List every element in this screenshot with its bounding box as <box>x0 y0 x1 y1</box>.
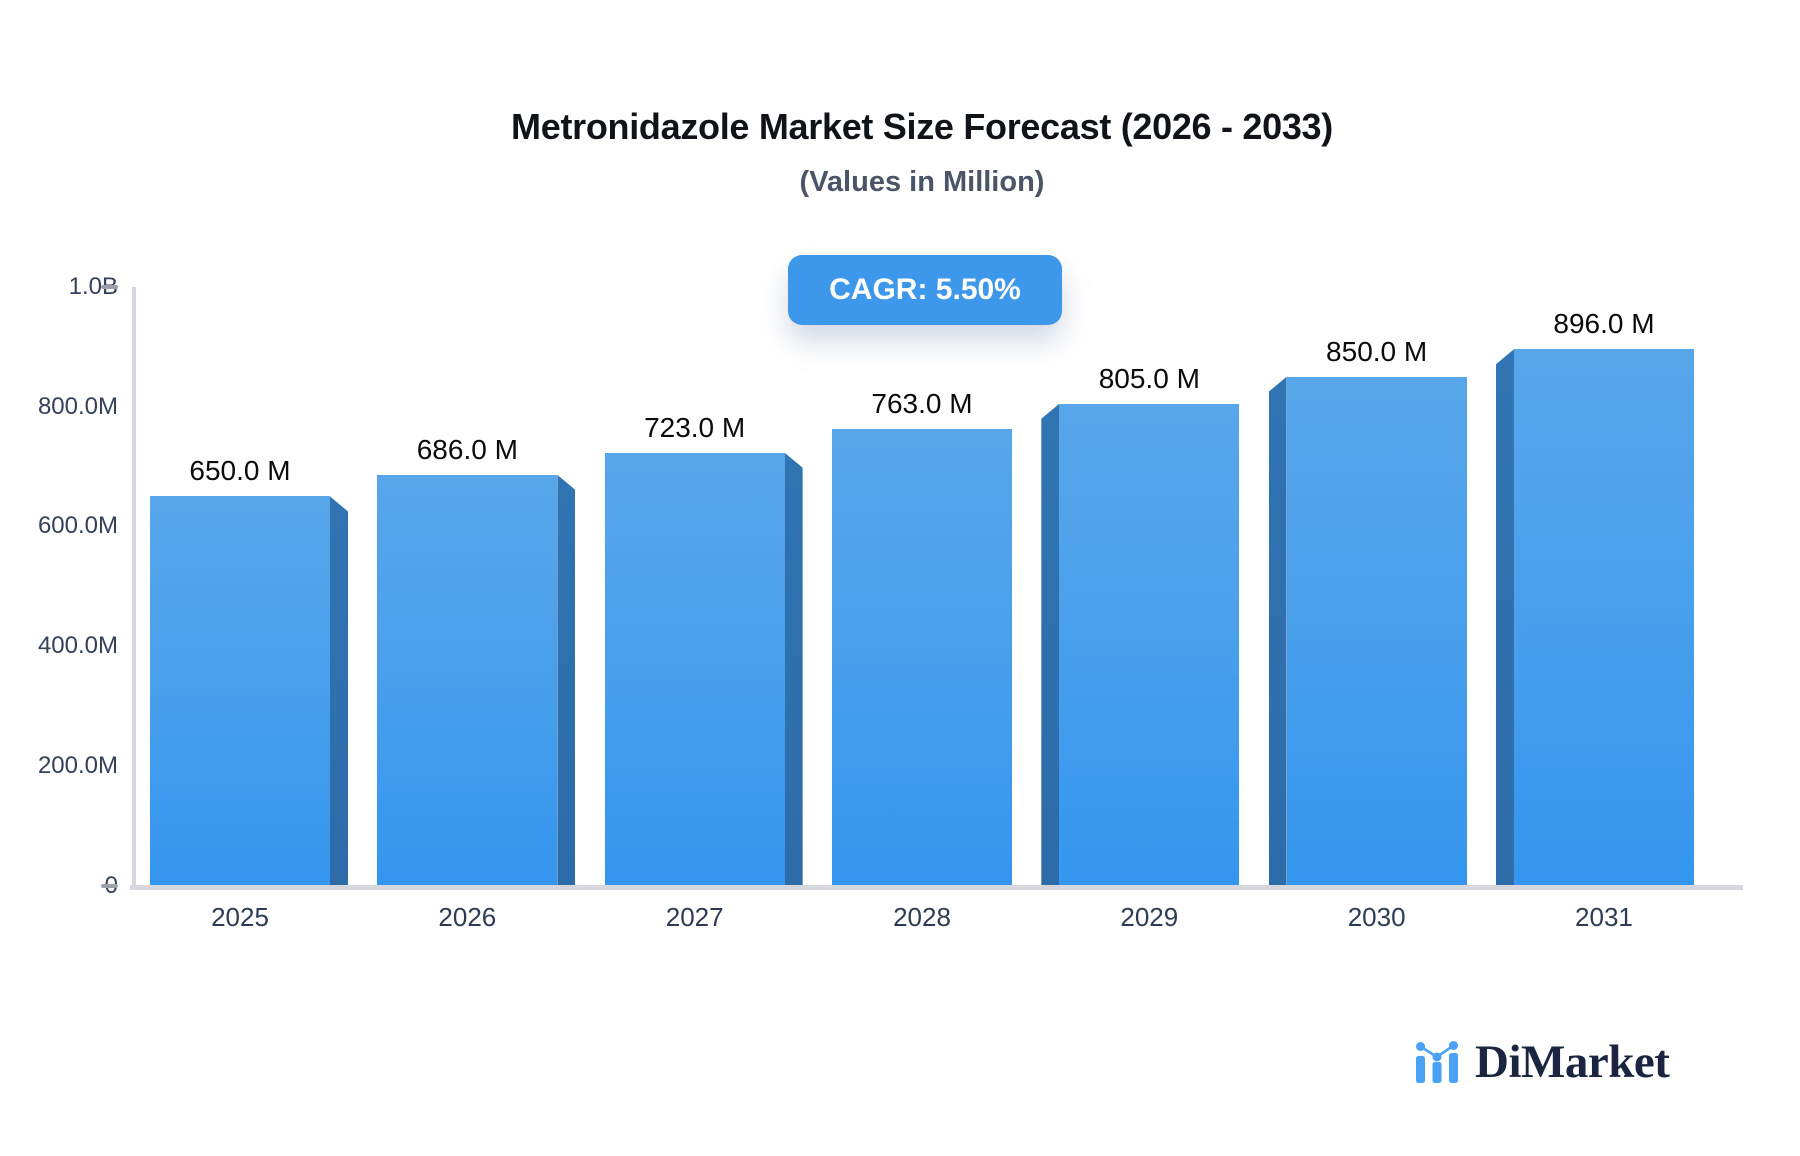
bar-side-2029 <box>1041 403 1060 886</box>
logo[interactable]: DiMarket <box>1416 1036 1670 1088</box>
bar-value-2026: 686.0 M <box>416 433 518 465</box>
y-axis-label-400.0M: 400.0M <box>37 632 118 660</box>
y-axis-label-200.0M: 200.0M <box>37 751 118 779</box>
x-axis-label-2028: 2028 <box>893 902 951 932</box>
mini-bar-chart-icon <box>1416 1041 1458 1083</box>
bar-2028[interactable] <box>831 428 1012 886</box>
chart-subtitle: (Values in Million) <box>799 166 1045 198</box>
x-axis-label-2031: 2031 <box>1575 902 1633 932</box>
bar-value-2031: 896.0 M <box>1553 308 1655 340</box>
bar-2027[interactable] <box>604 452 785 886</box>
x-axis-label-2027: 2027 <box>665 902 724 932</box>
bar-value-2025: 650.0 M <box>189 455 291 487</box>
y-axis-label-600.0M: 600.0M <box>37 512 118 540</box>
x-axis-label-2026: 2026 <box>438 902 497 932</box>
bar-value-2029: 805.0 M <box>1098 362 1200 394</box>
y-axis-label-800.0M: 800.0M <box>37 392 118 420</box>
bar-value-2028: 763.0 M <box>871 387 973 419</box>
bar-side-2030 <box>1268 376 1287 886</box>
bar-value-2030: 850.0 M <box>1326 335 1428 367</box>
cagr-badge-label: CAGR: 5.50% <box>829 273 1021 306</box>
y-axis-line <box>132 287 136 890</box>
bar-2031[interactable] <box>1513 349 1694 886</box>
bar-value-2027: 723.0 M <box>644 411 746 443</box>
y-axis-tick <box>101 883 118 888</box>
x-axis-label-2029: 2029 <box>1120 902 1179 932</box>
bar-side-2027 <box>784 452 803 886</box>
bar-side-2031 <box>1495 349 1514 886</box>
x-axis-label-2025: 2025 <box>211 902 269 932</box>
logo-text: DiMarket <box>1475 1036 1670 1088</box>
bar-2029[interactable] <box>1059 403 1240 886</box>
bar-2030[interactable] <box>1286 376 1467 886</box>
x-axis-label-2030: 2030 <box>1347 902 1406 932</box>
y-axis-tick <box>101 285 118 289</box>
chart-title: Metronidazole Market Size Forecast (2026… <box>511 106 1333 147</box>
bar-side-2026 <box>557 474 576 886</box>
bar-2026[interactable] <box>377 474 558 886</box>
bar-side-2025 <box>330 496 348 886</box>
x-axis-line <box>130 885 1743 890</box>
bar-2025[interactable] <box>150 496 330 886</box>
cagr-badge: CAGR: 5.50% <box>788 255 1062 325</box>
